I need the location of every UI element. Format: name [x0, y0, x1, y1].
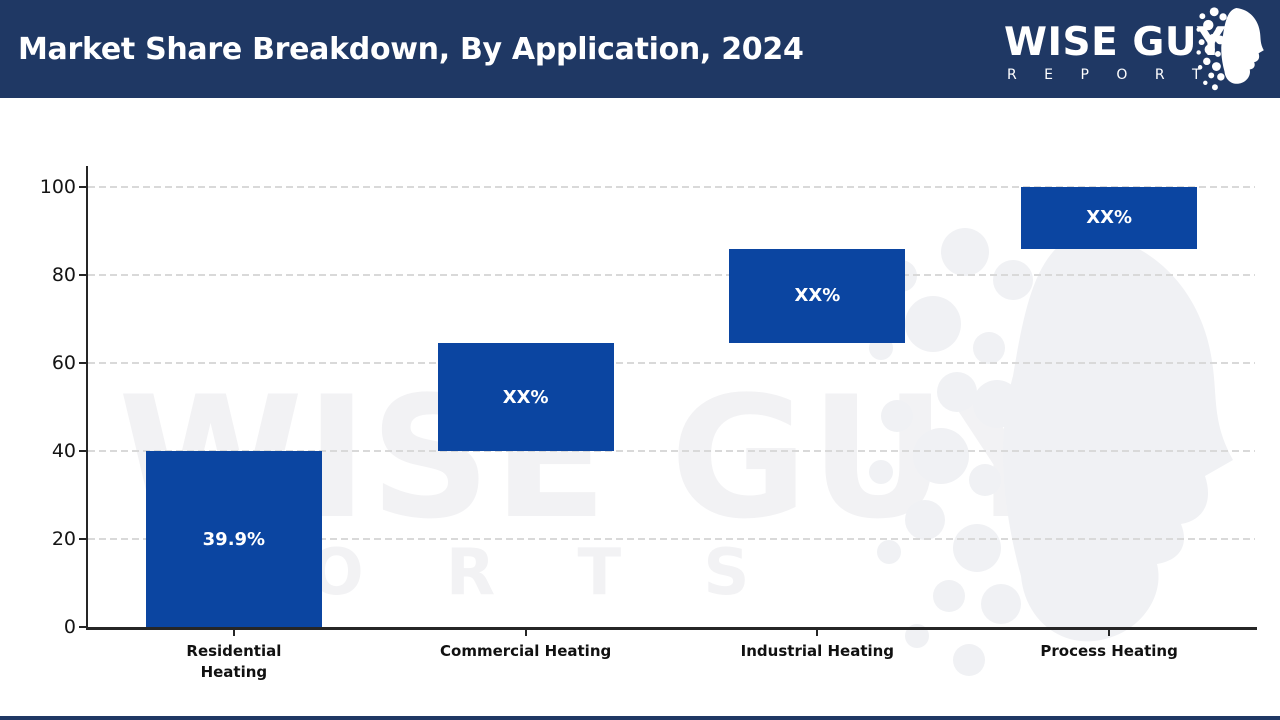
- x-category-label: Industrial Heating: [740, 642, 895, 660]
- bar-segment: XX%: [1021, 187, 1198, 249]
- logo-subtitle: R E P O R T S: [1007, 67, 1248, 83]
- y-tick-label: 60: [51, 352, 76, 374]
- y-tick-20: [79, 538, 87, 540]
- y-tick-label: 80: [51, 264, 76, 286]
- footer-accent-bar: [0, 716, 1280, 720]
- x-tick: [816, 629, 819, 636]
- y-tick-40: [79, 450, 87, 452]
- gridline-60: [88, 362, 1255, 364]
- y-axis-line: [86, 166, 88, 629]
- x-tick: [232, 629, 235, 636]
- x-tick: [524, 629, 527, 636]
- y-tick-label: 0: [63, 616, 76, 638]
- x-axis-line: [86, 627, 1257, 630]
- bar-segment: XX%: [729, 248, 906, 344]
- bar-segment: XX%: [437, 343, 614, 452]
- bar-segment: 39.9%: [145, 451, 322, 627]
- x-category-label: Residential Heating: [186, 642, 282, 681]
- wise-guy-logo: WISE GUY R E P O R T S: [1004, 7, 1264, 91]
- bar-value-label: XX%: [794, 285, 841, 307]
- gridline-100: [88, 186, 1255, 188]
- logo: WISE GUY R E P O R T S: [1004, 3, 1266, 95]
- y-tick-label: 40: [51, 440, 76, 462]
- page-title: Market Share Breakdown, By Application, …: [18, 31, 804, 67]
- gridline-80: [88, 274, 1255, 276]
- y-tick-label: 100: [39, 176, 76, 198]
- x-category-label: Process Heating: [1040, 642, 1178, 660]
- bar-value-label: XX%: [1086, 207, 1133, 229]
- header-bar: Market Share Breakdown, By Application, …: [0, 0, 1280, 98]
- gridline-40: [88, 450, 1255, 452]
- y-tick-0: [79, 626, 87, 628]
- logo-wordmark: WISE GUY: [1004, 20, 1226, 65]
- gridline-20: [88, 538, 1255, 540]
- y-tick-label: 20: [51, 528, 76, 550]
- bar-value-label: XX%: [502, 386, 549, 408]
- bar-value-label: 39.9%: [202, 528, 266, 550]
- x-tick: [1108, 629, 1111, 636]
- x-category-label: Commercial Heating: [440, 642, 612, 660]
- y-tick-100: [79, 186, 87, 188]
- chart-canvas: WISE GUY P O R T S 0 20 40 60 80 100 39.9% Resi…: [0, 98, 1280, 716]
- y-tick-60: [79, 362, 87, 364]
- y-tick-80: [79, 274, 87, 276]
